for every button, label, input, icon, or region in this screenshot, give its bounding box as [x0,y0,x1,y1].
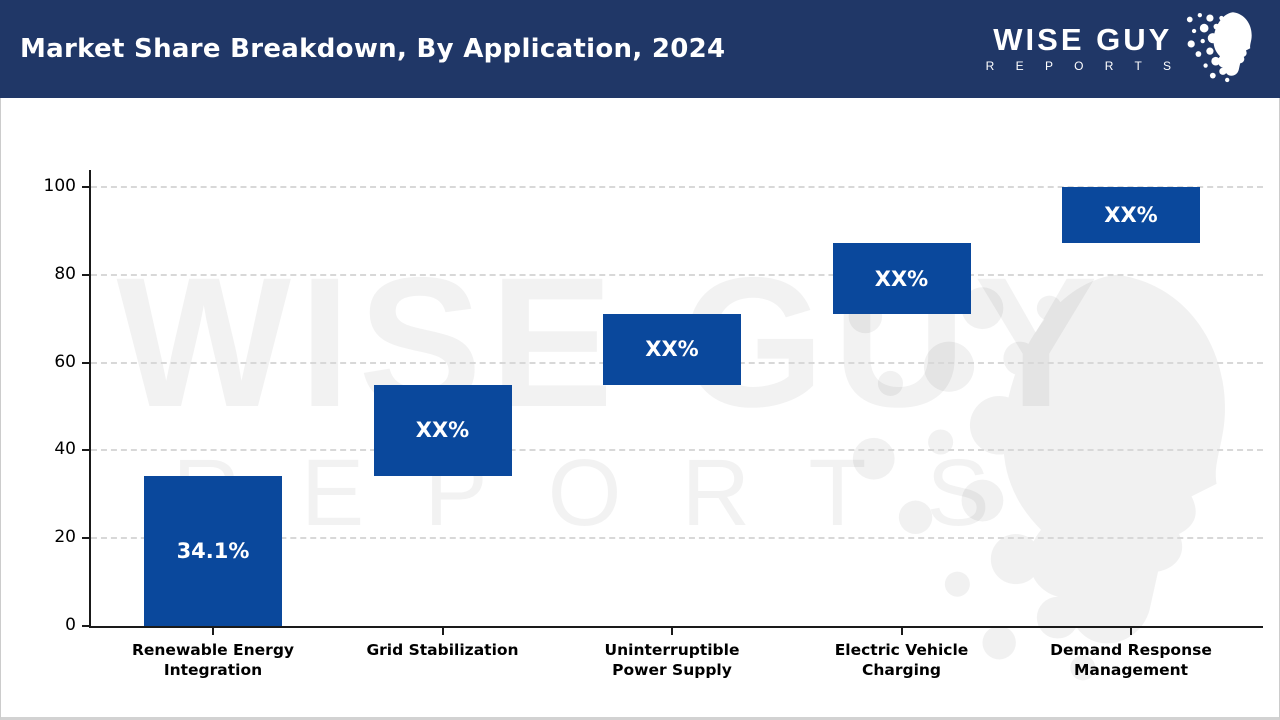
x-tick-mark [671,628,673,635]
x-tick-mark [1130,628,1132,635]
chart-body: WISE GUY REPORTS 34.1% XX% XX% XX% XX% 0 20 40 6… [0,98,1280,720]
gridline [91,186,1263,188]
logo-subtitle: R E P O R T S [985,59,1180,73]
y-tick-label: 60 [54,351,76,372]
bar-value-label: XX% [1104,202,1158,227]
x-category-line: Electric Vehicle [834,641,969,659]
bar: XX% [603,314,741,385]
bar: XX% [373,384,512,477]
y-tick-mark [82,537,89,540]
y-tick-label: 40 [54,439,76,460]
bar-value-label: XX% [645,337,699,362]
face-profile [1213,12,1252,76]
y-axis-line [89,170,91,628]
gridline [91,273,1263,276]
page-title: Market Share Breakdown, By Application, … [20,34,726,64]
x-category-line: Grid Stabilization [366,641,519,659]
x-category-label: Renewable Energy Integration [98,640,328,680]
y-tick-mark [82,625,89,627]
x-category-line: Charging [861,661,942,679]
y-tick-label: 0 [65,615,76,635]
bar-value-label: XX% [415,418,470,443]
bar: XX% [832,242,971,315]
gridline [91,449,1263,452]
x-tick-mark [900,628,903,635]
x-category-label: Grid Stabilization [328,640,558,660]
x-tick-mark [212,628,214,635]
x-category-line: Demand Response [1050,641,1212,659]
y-tick-mark [82,273,89,276]
x-category-label: Electric Vehicle Charging [787,640,1017,680]
plot-area: 34.1% XX% XX% XX% XX% 0 20 40 60 80 100 Renewable E… [1,98,1279,717]
bar-value-label: 34.1% [176,539,250,564]
x-axis-line [89,626,1263,628]
logo-wordmark: WISE GUY [993,22,1173,57]
x-tick-mark [441,628,444,635]
x-category-label: Demand Response Management [1016,640,1246,680]
bar: 34.1% [144,476,282,626]
y-tick-mark [82,361,89,364]
x-category-label: Uninterruptible Power Supply [557,640,787,680]
y-tick-label: 80 [54,263,76,284]
wiseguy-logo: WISE GUY R E P O R T S [986,9,1256,89]
gridline [91,537,1263,540]
bar-value-label: XX% [874,266,929,291]
header-bar: Market Share Breakdown, By Application, … [0,0,1280,98]
bar: XX% [1062,187,1200,243]
x-category-line: Uninterruptible [604,641,740,659]
logo-text: WISE GUY R E P O R T S [986,24,1180,74]
x-category-line: Power Supply [612,661,732,679]
x-category-line: Renewable Energy [131,641,295,659]
y-tick-label: 20 [54,527,76,548]
x-category-line: Integration [163,661,263,679]
logo-head-icon [1186,12,1252,83]
y-tick-mark [82,449,89,452]
y-tick-mark [82,186,89,188]
x-category-line: Management [1073,661,1189,679]
y-tick-label: 100 [43,176,76,196]
